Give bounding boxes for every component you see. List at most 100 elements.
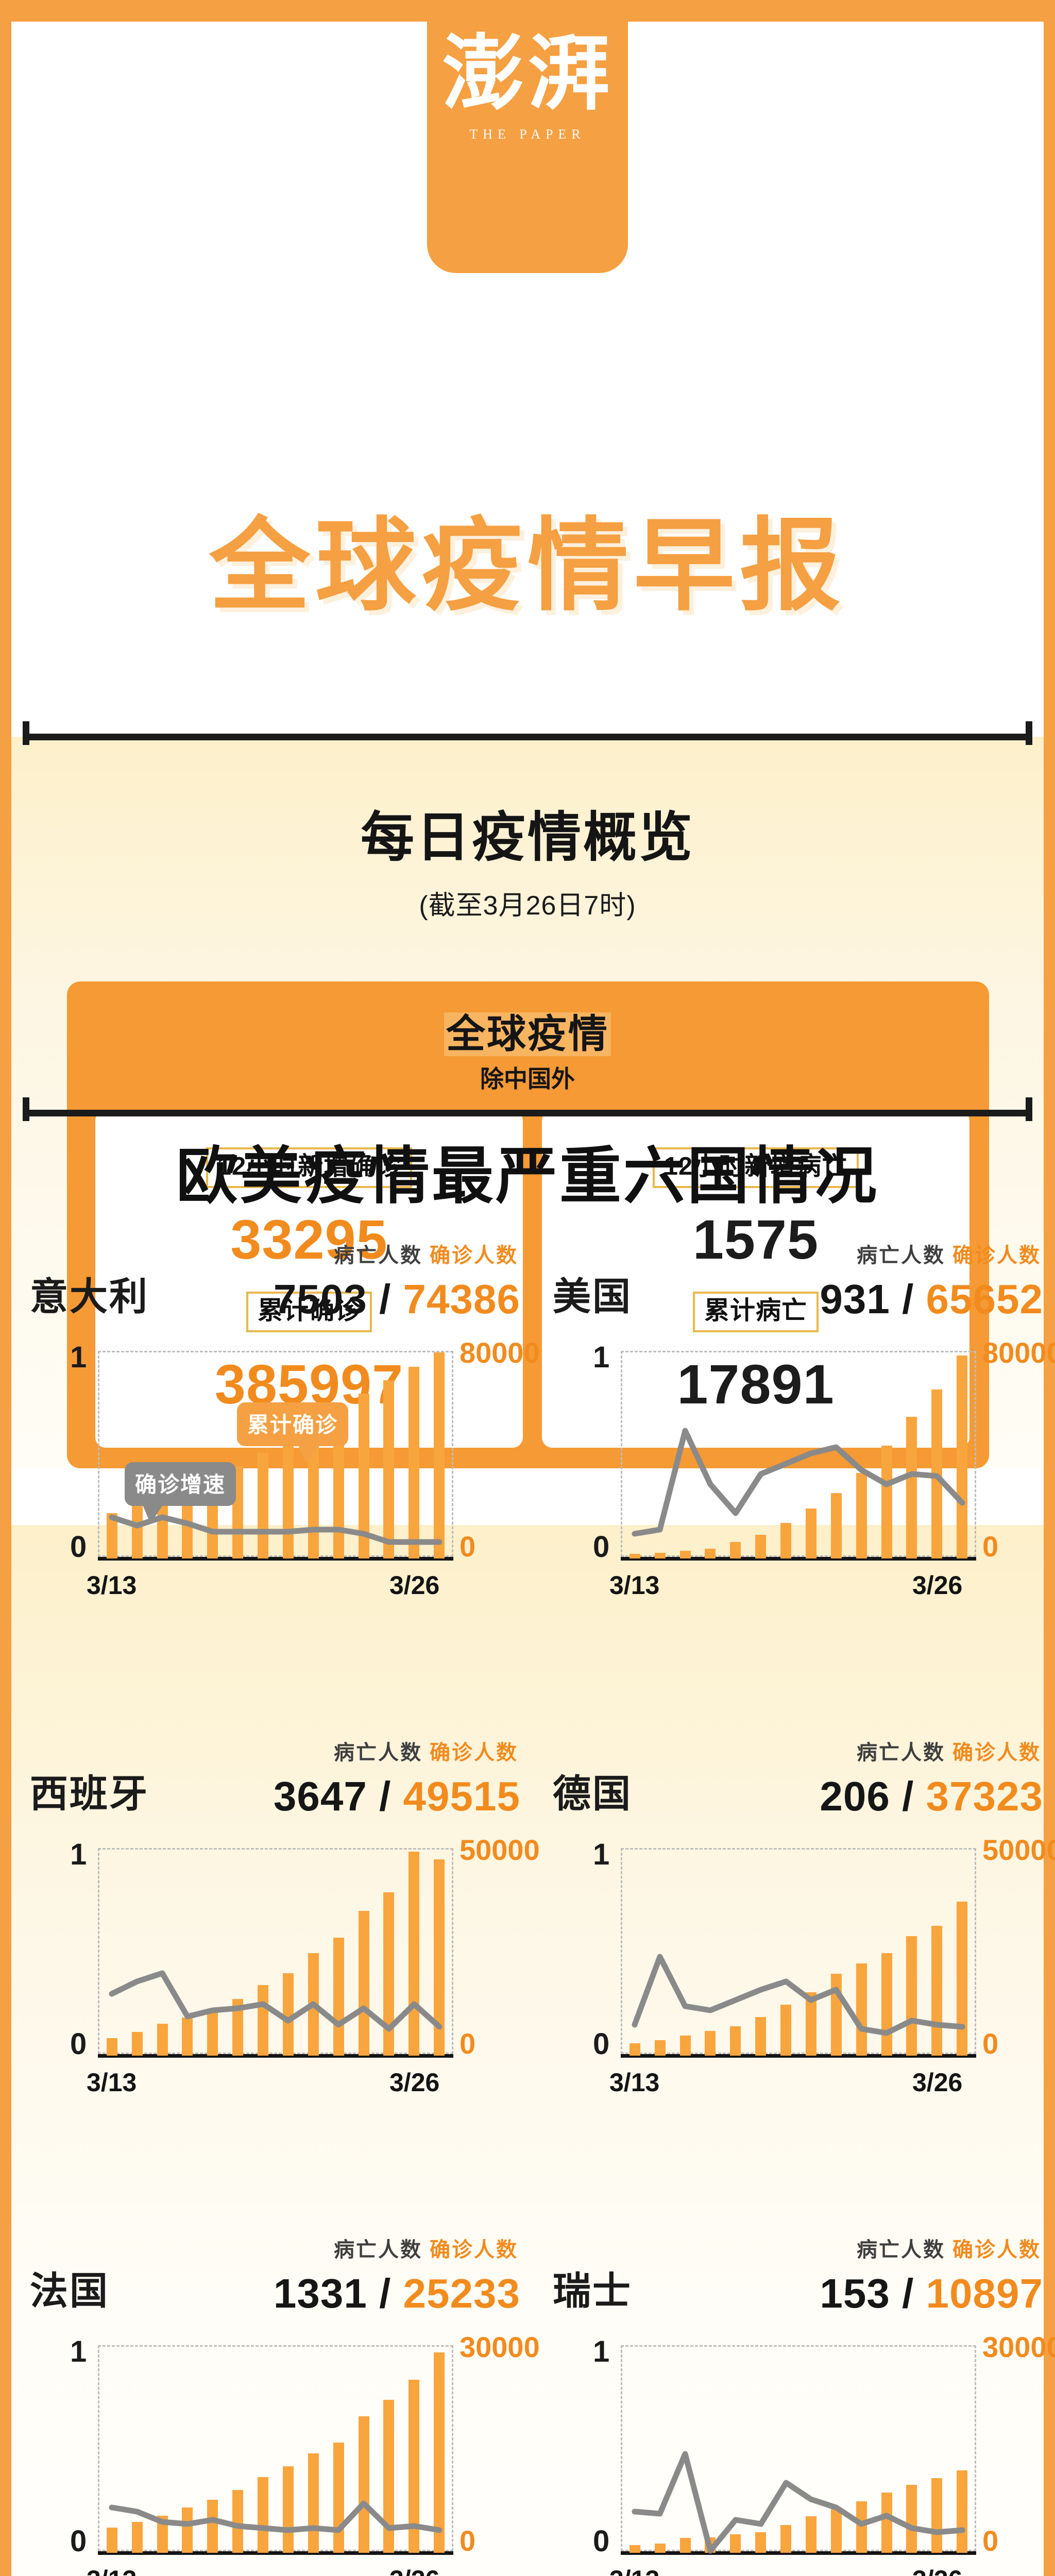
- y-axis-left-max: 1: [70, 1341, 87, 1374]
- chart-baseline: [621, 2054, 976, 2058]
- bar: [157, 2024, 168, 2056]
- country-chart: 1 0 30000 0 3/13 3/26: [543, 2318, 1055, 2576]
- growth-rate-line: [99, 2347, 452, 2553]
- chart-baseline: [621, 2551, 976, 2555]
- bar: [359, 1911, 369, 2056]
- bar: [359, 1394, 369, 1558]
- y-axis-right-min: 0: [982, 2027, 999, 2060]
- figures-separator: /: [902, 1773, 926, 1819]
- country-header: 瑞士 病亡人数 确诊人数 153 / 10897: [543, 2221, 1055, 2318]
- chart-baseline: [98, 2054, 453, 2058]
- country-header: 意大利 病亡人数 确诊人数 7503 / 74386: [21, 1226, 536, 1324]
- country-block: 美国 病亡人数 确诊人数 931 / 65652 1 0 80000 0 3/13 3/26: [543, 1226, 1055, 1618]
- growth-rate-line: [99, 1352, 452, 1558]
- bar: [780, 2525, 791, 2553]
- y-axis-left-min: 0: [70, 2524, 87, 2558]
- figures-separator: /: [379, 1276, 403, 1322]
- divider-rule-1: [23, 734, 1032, 740]
- country-confirmed-value: 49515: [403, 1773, 520, 1819]
- global-stats-title: 全球疫情: [0, 1002, 1055, 1059]
- figures-separator: /: [379, 1773, 403, 1819]
- bar: [680, 2538, 691, 2553]
- bar: [730, 2026, 741, 2056]
- bar: [755, 2532, 766, 2553]
- country-name: 瑞士: [553, 2269, 632, 2312]
- stat-value-total-deaths: 17891: [677, 1353, 835, 1416]
- bar: [182, 2018, 193, 2056]
- bar: [806, 1992, 816, 2056]
- chart-plot-area: [621, 1848, 976, 2054]
- stat-label-new-confirmed: 12小时新增确诊: [206, 1147, 413, 1188]
- growth-rate-line: [622, 1850, 975, 2056]
- bar: [434, 1352, 445, 1558]
- bar: [207, 2500, 218, 2553]
- bar: [881, 2493, 892, 2553]
- stat-label-new-deaths: 12小时新增病亡: [652, 1147, 859, 1188]
- y-axis-right-max: 50000: [460, 1834, 540, 1866]
- country-name: 法国: [30, 2269, 109, 2312]
- bar: [780, 2005, 791, 2056]
- bar: [856, 1963, 867, 2056]
- country-figures: 3647 / 49515: [274, 1773, 520, 1820]
- x-axis-end-label: 3/26: [389, 2565, 439, 2576]
- bar: [906, 2485, 917, 2553]
- bar: [434, 1859, 445, 2056]
- country-chart: 1 0 80000 0 3/13 3/26: [543, 1324, 1055, 1613]
- x-axis-start-label: 3/13: [609, 2565, 659, 2576]
- bar: [207, 2010, 218, 2056]
- chart-baseline: [98, 1557, 453, 1561]
- bar: [383, 1892, 394, 2056]
- page-title: 全球疫情早报: [209, 510, 846, 622]
- country-legend: 病亡人数 确诊人数: [857, 1736, 1041, 1766]
- country-name: 西班牙: [30, 1772, 149, 1815]
- y-axis-left-min: 0: [593, 2027, 610, 2061]
- legend-deaths-label: 病亡人数: [857, 1244, 945, 1267]
- legend-deaths-label: 病亡人数: [334, 2239, 422, 2261]
- y-axis-right-max: 80000: [460, 1336, 540, 1369]
- bar: [655, 1553, 666, 1558]
- legend-confirmed-label: 确诊人数: [430, 1244, 518, 1267]
- country-figures: 1331 / 25233: [274, 2270, 520, 2317]
- divider-cap-right-2: [1026, 1097, 1032, 1121]
- bar: [107, 2528, 117, 2553]
- legend-confirmed-label: 确诊人数: [430, 2239, 518, 2261]
- bar: [409, 2380, 419, 2553]
- legend-deaths-label: 病亡人数: [857, 2239, 945, 2261]
- country-deaths-value: 3647: [273, 1773, 380, 1819]
- brand-logo-cn: 澎湃: [441, 28, 613, 120]
- country-figures: 7503 / 74386: [274, 1276, 520, 1323]
- y-axis-right-max: 30000: [460, 2331, 540, 2363]
- country-legend: 病亡人数 确诊人数: [857, 2233, 1041, 2263]
- y-axis-left-max: 1: [70, 1838, 87, 1871]
- bar: [705, 2031, 716, 2056]
- figures-separator: /: [902, 2270, 926, 2316]
- country-confirmed-value: 74386: [403, 1276, 520, 1322]
- bar: [107, 1513, 117, 1558]
- daily-overview-subtitle: (截至3月26日7时): [419, 891, 636, 921]
- masthead-logo-tab: 澎湃 THE PAPER: [427, 0, 628, 273]
- bar: [755, 1535, 766, 1558]
- chart-plot-area: [98, 1351, 453, 1557]
- bar: [680, 1551, 691, 1558]
- country-deaths-value: 1331: [273, 2270, 380, 2316]
- country-block: 西班牙 病亡人数 确诊人数 3647 / 49515 1 0 50000 0 3/13 3/26: [21, 1723, 540, 2115]
- y-axis-right-min: 0: [982, 2524, 999, 2557]
- bar: [383, 2400, 394, 2553]
- bar: [755, 2017, 766, 2056]
- bar: [906, 1936, 917, 2056]
- bar: [856, 2501, 867, 2553]
- chart-plot-area: [621, 2345, 976, 2551]
- bar: [957, 1355, 967, 1558]
- bar: [705, 1549, 716, 1558]
- country-name: 美国: [553, 1275, 632, 1318]
- growth-rate-line: [622, 2347, 975, 2553]
- bar: [629, 2043, 640, 2056]
- country-legend: 病亡人数 确诊人数: [334, 1239, 518, 1268]
- stat-label-total-confirmed: 累计确诊: [246, 1292, 372, 1333]
- bar: [182, 2507, 193, 2553]
- y-axis-right-max: 50000: [982, 1834, 1055, 1866]
- bar: [629, 2545, 640, 2553]
- legend-confirmed-label: 确诊人数: [952, 1741, 1041, 1764]
- x-axis-end-label: 3/26: [912, 2565, 962, 2576]
